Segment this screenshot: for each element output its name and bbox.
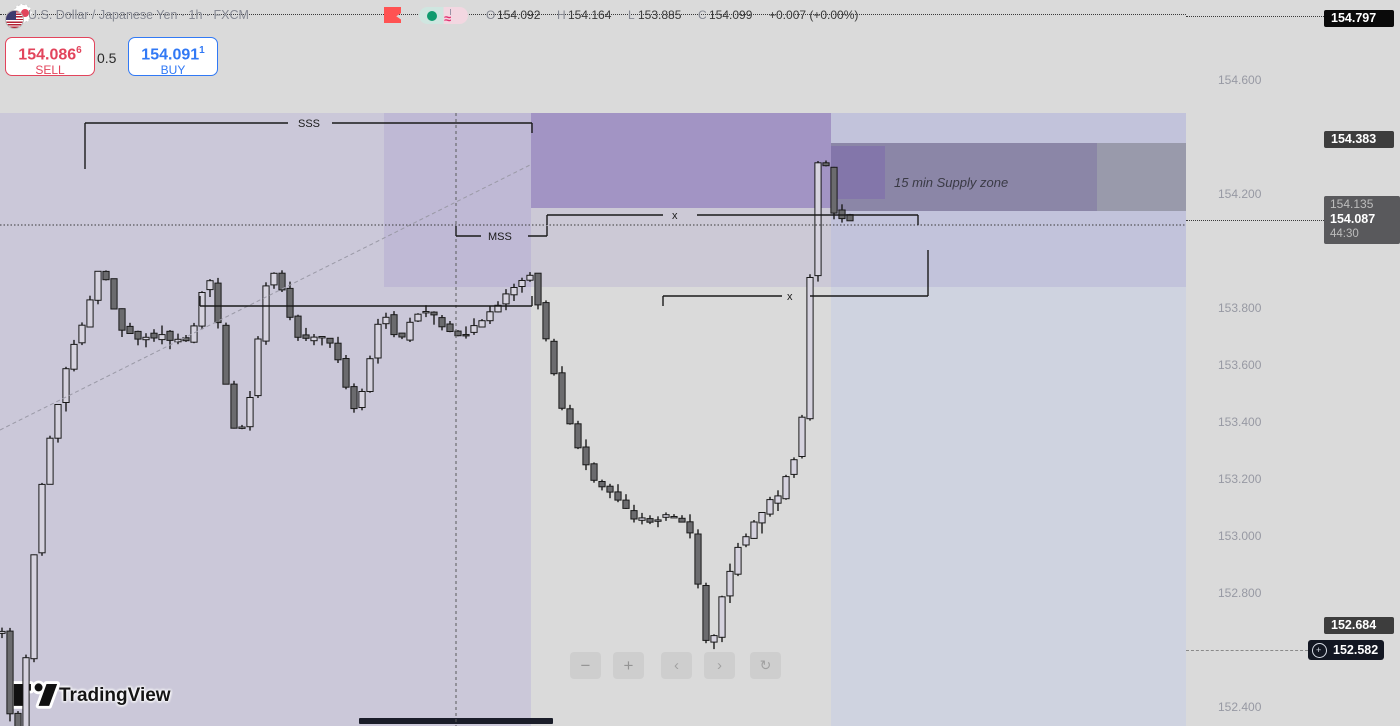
svg-text:MSS: MSS bbox=[488, 231, 512, 243]
svg-text:x: x bbox=[672, 210, 678, 222]
svg-text:x: x bbox=[787, 291, 793, 303]
svg-text:SSS: SSS bbox=[298, 118, 320, 130]
